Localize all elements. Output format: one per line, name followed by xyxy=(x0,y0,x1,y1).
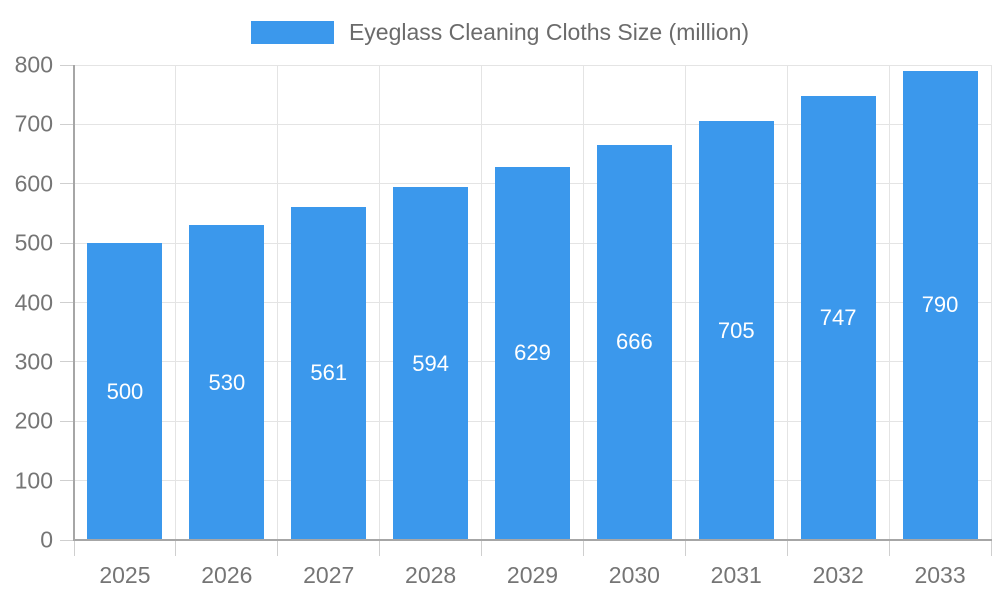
bar-value-label: 629 xyxy=(514,340,551,366)
y-tick-label: 400 xyxy=(14,289,53,315)
y-tick-mark xyxy=(60,183,74,185)
x-tick-label: 2028 xyxy=(405,562,457,588)
bar-value-label: 561 xyxy=(310,360,348,386)
bar: 629 xyxy=(495,166,570,540)
y-tick-label: 800 xyxy=(14,51,53,78)
y-tick-mark xyxy=(60,123,74,125)
bar-value-label: 705 xyxy=(717,317,755,343)
x-tick-mark xyxy=(73,540,75,556)
gridline-vertical xyxy=(786,65,788,540)
gridline-horizontal xyxy=(74,64,991,66)
x-tick-label: 2030 xyxy=(608,562,660,588)
x-tick-mark xyxy=(684,540,686,556)
y-tick-label: 500 xyxy=(14,229,53,256)
x-tick-mark xyxy=(990,540,992,556)
y-tick-mark xyxy=(60,302,74,303)
gridline-vertical xyxy=(277,65,279,540)
x-tick-mark xyxy=(277,540,279,556)
bar: 666 xyxy=(596,144,672,540)
gridline-vertical xyxy=(888,65,890,540)
y-tick-mark xyxy=(60,361,74,363)
bar-value-label: 790 xyxy=(921,292,959,318)
bar: 747 xyxy=(800,96,876,540)
bar: 530 xyxy=(189,225,265,540)
y-tick-mark xyxy=(60,539,74,541)
bar: 561 xyxy=(291,206,367,540)
bar-value-label: 530 xyxy=(208,369,246,395)
y-tick-label: 200 xyxy=(14,407,53,434)
x-tick-mark xyxy=(582,540,584,556)
x-tick-label: 2032 xyxy=(812,562,864,588)
x-tick-label: 2031 xyxy=(710,562,762,588)
x-tick-mark xyxy=(379,540,381,556)
gridline-vertical xyxy=(481,65,483,540)
x-tick-label: 2029 xyxy=(506,562,559,588)
x-tick-mark xyxy=(888,540,890,556)
legend-swatch xyxy=(250,20,334,44)
bar-value-label: 666 xyxy=(616,329,653,355)
x-tick-mark xyxy=(175,540,177,556)
axis-x xyxy=(73,539,992,541)
bar: 705 xyxy=(698,121,774,540)
bar-value-label: 747 xyxy=(819,305,857,331)
x-tick-mark xyxy=(481,540,483,556)
bar-value-label: 500 xyxy=(106,378,144,404)
gridline-vertical xyxy=(684,65,686,540)
x-tick-label: 2025 xyxy=(99,562,151,588)
legend-label: Eyeglass Cleaning Cloths Size (million) xyxy=(348,18,750,45)
bar: 594 xyxy=(393,187,469,540)
y-tick-mark xyxy=(60,242,74,244)
x-tick-mark xyxy=(786,540,788,556)
gridline-vertical xyxy=(990,65,992,540)
bar-value-label: 594 xyxy=(412,350,449,376)
y-tick-label: 600 xyxy=(14,170,53,197)
y-tick-label: 100 xyxy=(14,467,53,494)
chart-legend: Eyeglass Cleaning Cloths Size (million) xyxy=(0,18,1000,46)
y-tick-mark xyxy=(60,480,74,482)
gridline-vertical xyxy=(582,65,584,540)
x-tick-label: 2026 xyxy=(201,562,253,588)
y-tick-mark xyxy=(60,420,74,422)
x-tick-label: 2027 xyxy=(303,562,355,588)
bar: 790 xyxy=(902,70,978,540)
x-tick-label: 2033 xyxy=(914,562,966,588)
gridline-horizontal xyxy=(74,123,991,125)
gridline-vertical xyxy=(379,65,381,540)
y-tick-label: 300 xyxy=(14,348,53,375)
y-tick-label: 0 xyxy=(40,526,53,553)
y-tick-label: 700 xyxy=(14,110,53,137)
axis-y xyxy=(73,65,75,541)
bar: 500 xyxy=(87,243,163,540)
gridline-vertical xyxy=(175,65,177,540)
y-tick-mark xyxy=(60,64,74,66)
